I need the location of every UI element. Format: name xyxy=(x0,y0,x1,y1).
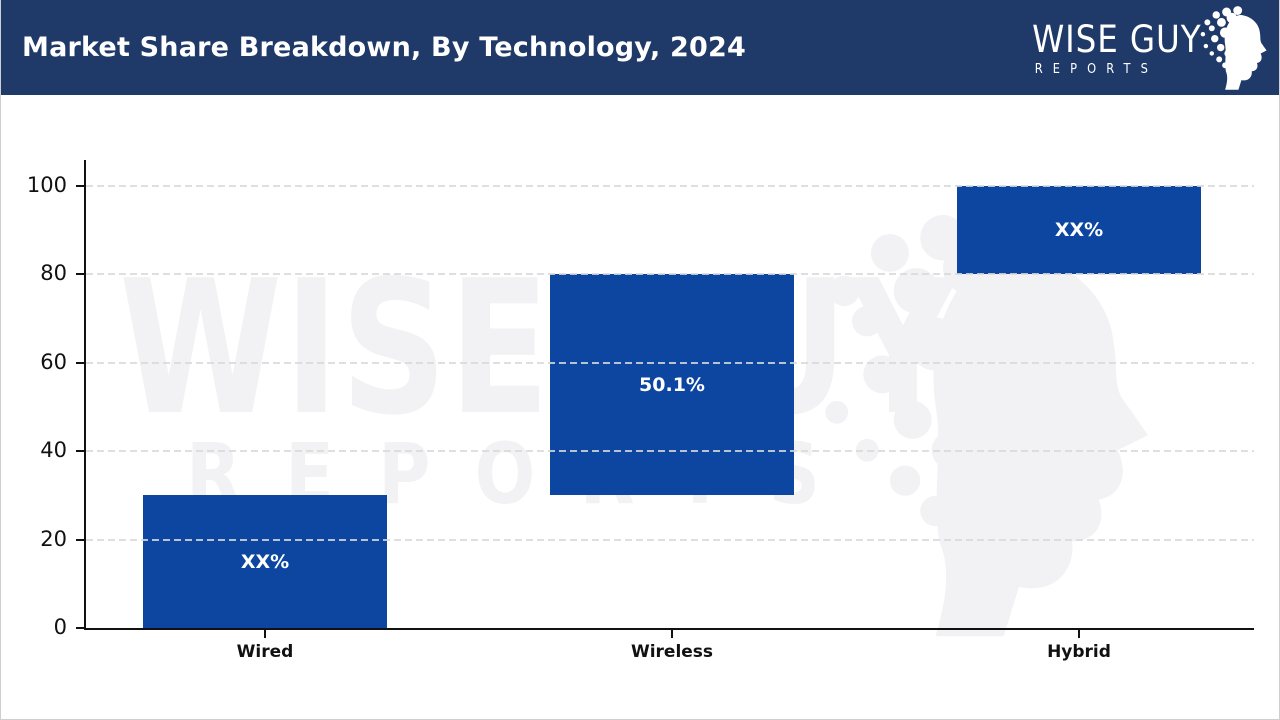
y-tick-label-100: 100 xyxy=(26,173,67,197)
bar-value-label-wired: XX% xyxy=(240,550,290,573)
wiseguy-logo: WISE GUY REPORTS xyxy=(1009,5,1271,93)
x-tick-mark-hybrid xyxy=(1078,630,1080,638)
gridline-40 xyxy=(86,450,1254,453)
watermark-face-dots-icon xyxy=(791,207,1171,640)
bar-hybrid: XX% xyxy=(957,186,1201,275)
y-tick-mark-20 xyxy=(76,538,84,541)
y-tick-label-0: 0 xyxy=(53,615,67,639)
y-tick-label-80: 80 xyxy=(40,261,67,286)
gridline-100 xyxy=(86,185,1254,187)
y-axis-line xyxy=(84,160,86,630)
y-tick-mark-60 xyxy=(76,361,84,364)
page-title: Market Share Breakdown, By Technology, 2… xyxy=(22,32,747,63)
x-category-label-wired: Wired xyxy=(236,642,294,662)
logo-wordmark: WISE GUY xyxy=(1031,18,1201,61)
bar-value-label-hybrid: XX% xyxy=(1054,219,1104,242)
y-tick-mark-100 xyxy=(76,185,84,187)
face-dots-icon xyxy=(1197,6,1271,92)
x-category-label-wireless: Wireless xyxy=(630,642,714,662)
x-tick-mark-wireless xyxy=(671,630,673,638)
x-axis-line xyxy=(84,628,1254,630)
y-tick-label-60: 60 xyxy=(40,349,67,374)
x-tick-mark-wired xyxy=(264,630,266,638)
y-tick-label-20: 20 xyxy=(40,526,67,551)
logo-subtitle: REPORTS xyxy=(1034,62,1158,77)
y-tick-mark-80 xyxy=(76,273,84,276)
bar-value-label-wireless: 50.1% xyxy=(639,373,705,396)
logo-text: WISE GUY REPORTS xyxy=(1032,21,1201,77)
gridline-60 xyxy=(86,361,1254,364)
header-bar: Market Share Breakdown, By Technology, 2… xyxy=(1,0,1279,95)
y-tick-label-40: 40 xyxy=(40,438,67,463)
y-tick-mark-40 xyxy=(76,450,84,453)
bar-wireless: 50.1% xyxy=(550,274,794,496)
gridline-80 xyxy=(86,273,1254,276)
bar-wired: XX% xyxy=(143,495,387,628)
y-tick-mark-0 xyxy=(76,627,84,629)
gridline-20 xyxy=(86,538,1254,541)
x-category-label-hybrid: Hybrid xyxy=(1047,642,1111,662)
